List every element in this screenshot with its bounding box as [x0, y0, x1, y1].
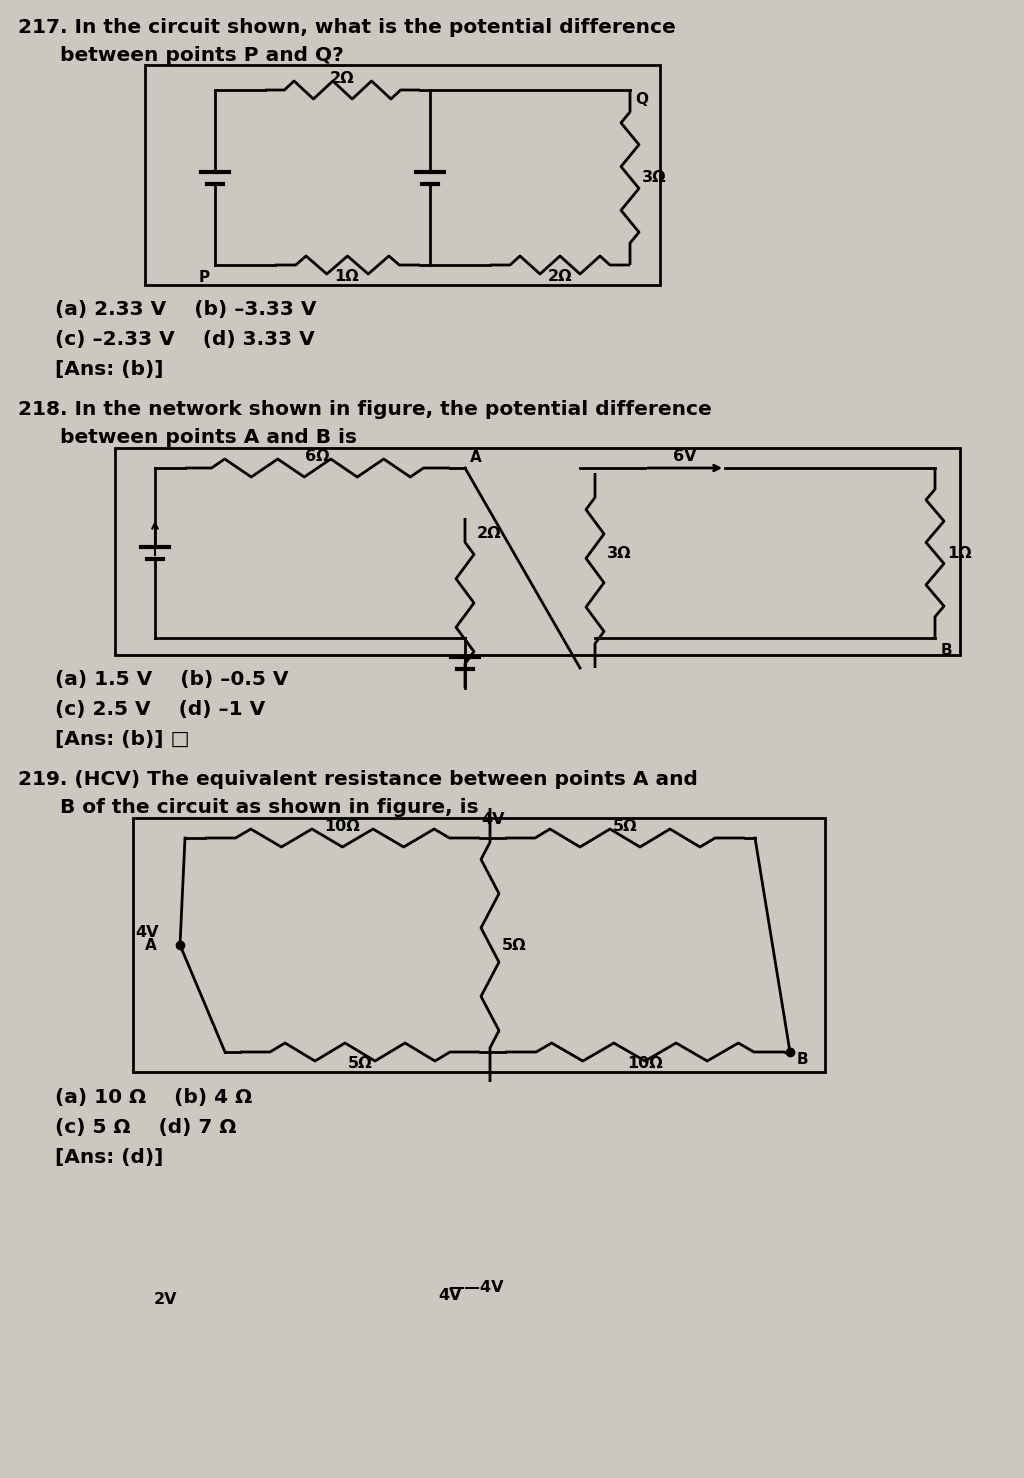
Text: B: B	[797, 1052, 809, 1067]
Text: B: B	[941, 643, 952, 658]
Text: 217. In the circuit shown, what is the potential difference: 217. In the circuit shown, what is the p…	[18, 18, 676, 37]
Text: 219. (HCV) The equivalent resistance between points A and: 219. (HCV) The equivalent resistance bet…	[18, 770, 698, 789]
Text: (c) 5 Ω    (d) 7 Ω: (c) 5 Ω (d) 7 Ω	[55, 1117, 237, 1137]
Text: [Ans: (b)]: [Ans: (b)]	[55, 361, 164, 378]
Text: 6Ω: 6Ω	[304, 449, 330, 464]
Text: Q: Q	[635, 92, 648, 106]
Text: 2V: 2V	[154, 1292, 177, 1308]
Text: P: P	[199, 270, 210, 285]
Text: between points P and Q?: between points P and Q?	[18, 46, 344, 65]
Text: 1Ω: 1Ω	[947, 545, 972, 560]
Text: 10Ω: 10Ω	[324, 819, 360, 834]
Text: ——4V: ——4V	[449, 1280, 504, 1296]
Text: 2Ω: 2Ω	[548, 269, 572, 284]
Text: 218. In the network shown in figure, the potential difference: 218. In the network shown in figure, the…	[18, 401, 712, 418]
Text: 5Ω: 5Ω	[502, 937, 526, 952]
Text: 4V: 4V	[438, 1287, 462, 1302]
Text: A: A	[145, 937, 157, 952]
Text: (c) 2.5 V    (d) –1 V: (c) 2.5 V (d) –1 V	[55, 701, 265, 718]
Text: (a) 2.33 V    (b) –3.33 V: (a) 2.33 V (b) –3.33 V	[55, 300, 316, 319]
Text: 4V: 4V	[481, 813, 505, 828]
Text: 2Ω: 2Ω	[330, 71, 354, 86]
Text: A: A	[470, 449, 481, 466]
Text: B of the circuit as shown in figure, is: B of the circuit as shown in figure, is	[18, 798, 478, 817]
Text: 1Ω: 1Ω	[335, 269, 359, 284]
Bar	[133, 817, 825, 1072]
Text: 3Ω: 3Ω	[642, 170, 667, 185]
Text: 10Ω: 10Ω	[627, 1055, 663, 1072]
Text: (a) 10 Ω    (b) 4 Ω: (a) 10 Ω (b) 4 Ω	[55, 1088, 252, 1107]
Bar	[145, 65, 660, 285]
Text: 6V: 6V	[673, 449, 696, 464]
Text: [Ans: (d)]: [Ans: (d)]	[55, 1148, 164, 1168]
Text: 5Ω: 5Ω	[347, 1055, 373, 1072]
Text: between points A and B is: between points A and B is	[18, 429, 357, 446]
Text: 4V: 4V	[135, 925, 159, 940]
Text: [Ans: (b)] □: [Ans: (b)] □	[55, 730, 189, 749]
Text: (a) 1.5 V    (b) –0.5 V: (a) 1.5 V (b) –0.5 V	[55, 670, 289, 689]
Text: 3Ω: 3Ω	[607, 545, 632, 560]
Text: 5Ω: 5Ω	[612, 819, 637, 834]
Text: (c) –2.33 V    (d) 3.33 V: (c) –2.33 V (d) 3.33 V	[55, 330, 314, 349]
Text: 2Ω: 2Ω	[477, 526, 502, 541]
Bar	[115, 448, 961, 655]
